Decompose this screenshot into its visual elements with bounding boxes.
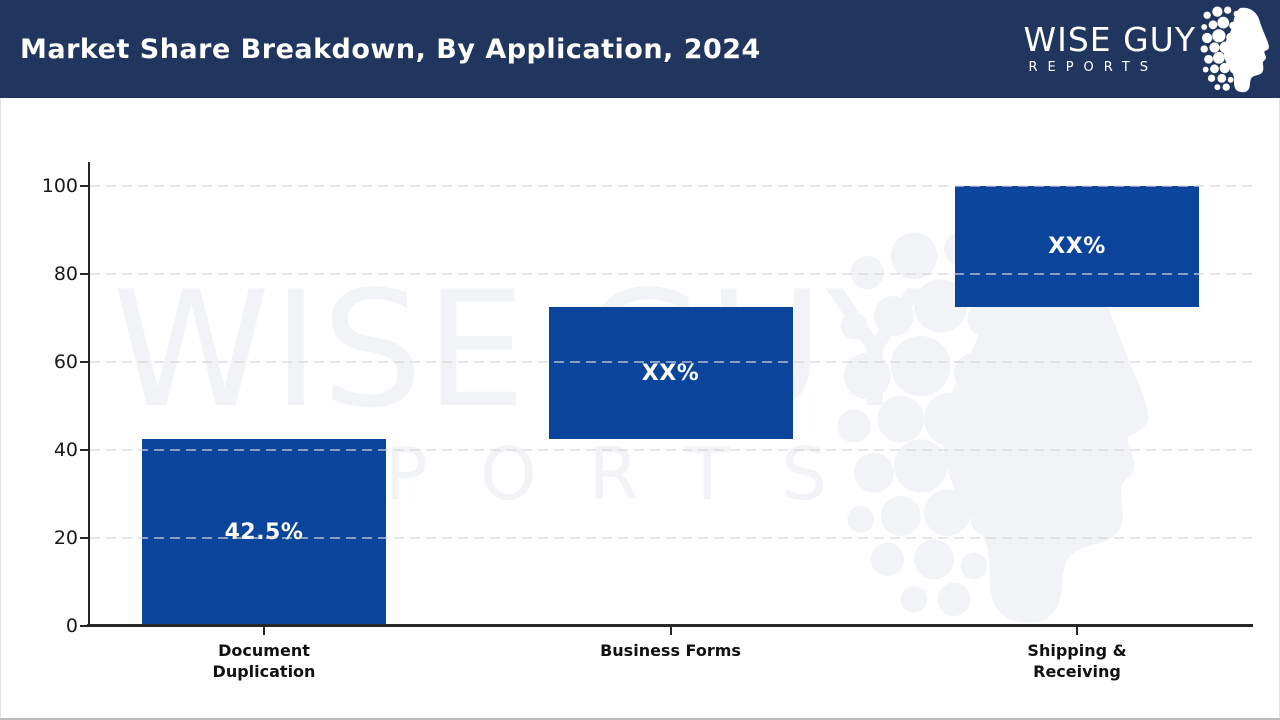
y-gridline xyxy=(90,537,1253,540)
logo-reports-text: REPORTS xyxy=(1028,60,1159,75)
logo-wordmark: WISE GUY xyxy=(1023,20,1196,59)
x-axis-tick xyxy=(263,627,265,635)
y-tick-label: 100 xyxy=(41,175,78,198)
x-axis-spine xyxy=(87,624,1253,627)
bar-segment: XX% xyxy=(548,307,793,440)
x-axis-tick xyxy=(669,627,672,635)
wiseguy-logo-text: WISE GUY REPORTS xyxy=(1023,20,1196,76)
x-category-line: Document xyxy=(218,641,310,660)
y-tick-label: 40 xyxy=(53,439,78,462)
y-gridline xyxy=(90,273,1253,276)
x-category-label: Document Duplication xyxy=(144,640,384,682)
bar-value-label: XX% xyxy=(641,360,700,386)
bar-segment: 42.5% xyxy=(142,439,386,626)
x-axis-tick xyxy=(1076,627,1078,635)
x-category-line: Shipping & xyxy=(1027,641,1127,660)
x-category-label: Business Forms xyxy=(551,640,791,661)
y-axis-tick xyxy=(80,273,88,276)
y-gridline xyxy=(90,361,1253,364)
y-tick-label: 20 xyxy=(53,527,78,550)
y-axis-spine xyxy=(88,162,90,627)
y-tick-label: 80 xyxy=(53,263,78,286)
bar-segment: XX% xyxy=(955,186,1199,308)
y-axis-tick xyxy=(80,361,88,364)
y-tick-label: 60 xyxy=(53,351,78,374)
bar-value-label: 42.5% xyxy=(224,520,304,546)
page-title: Market Share Breakdown, By Application, … xyxy=(20,33,761,65)
y-axis-tick xyxy=(80,449,88,452)
y-gridline xyxy=(90,449,1253,452)
bar-value-label: XX% xyxy=(1048,234,1106,260)
x-category-label: Shipping & Receiving xyxy=(957,640,1197,682)
x-category-line: Business Forms xyxy=(600,641,741,660)
y-axis-tick xyxy=(80,537,88,540)
y-gridline xyxy=(90,185,1253,188)
wiseguy-face-icon xyxy=(1198,5,1272,93)
x-category-line: Receiving xyxy=(1033,662,1121,681)
y-axis-tick xyxy=(80,185,88,188)
header-band: Market Share Breakdown, By Application, … xyxy=(0,0,1280,98)
y-tick-label: 0 xyxy=(65,615,78,637)
x-category-line: Duplication xyxy=(212,662,316,681)
wiseguy-logo: WISE GUY REPORTS xyxy=(1023,0,1272,98)
y-axis-tick xyxy=(80,625,88,627)
